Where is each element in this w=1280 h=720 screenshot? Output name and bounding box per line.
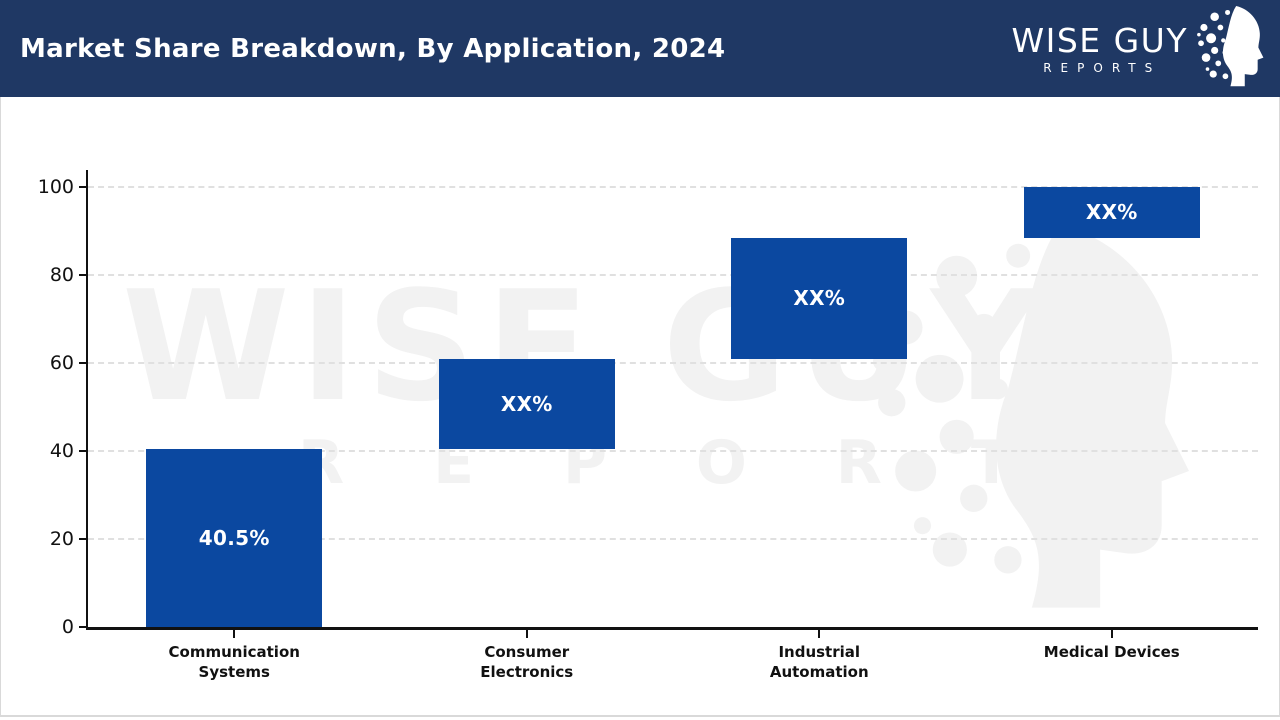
x-category-label: Industrial Automation	[769, 643, 869, 682]
x-axis-line	[86, 627, 1258, 630]
y-axis-line	[86, 170, 88, 630]
brand-name: WISE GUY	[1011, 20, 1188, 60]
y-tick-label: 20	[49, 528, 74, 550]
header: Market Share Breakdown, By Application, …	[0, 0, 1280, 97]
bar-segment: XX%	[731, 237, 908, 359]
y-tick-mark	[79, 538, 88, 540]
y-tick-mark	[79, 362, 88, 364]
x-tick-mark	[233, 630, 236, 638]
y-tick-label: 80	[49, 264, 74, 286]
x-tick-mark	[525, 630, 528, 638]
x-tick-mark	[818, 630, 821, 638]
y-tick-mark	[79, 186, 88, 188]
gridline	[88, 450, 1258, 452]
y-tick-label: 0	[61, 616, 74, 638]
gridline	[88, 538, 1258, 540]
bar-segment: XX%	[1023, 187, 1200, 238]
y-tick-mark	[79, 626, 88, 628]
dotted-head-icon	[1197, 5, 1264, 86]
x-category-label: Consumer Electronics	[480, 643, 574, 682]
x-category-label: Medical Devices	[1043, 643, 1180, 661]
bar-segment: XX%	[438, 358, 615, 449]
page-title: Market Share Breakdown, By Application, …	[20, 33, 726, 64]
gridline	[88, 274, 1258, 276]
x-tick-mark	[1110, 630, 1113, 638]
y-tick-mark	[79, 274, 88, 276]
y-tick-label: 100	[37, 176, 74, 198]
bar-value-label: XX%	[1085, 200, 1138, 225]
bar-value-label: XX%	[793, 286, 846, 311]
y-tick-label: 40	[49, 440, 74, 462]
brand-logo: WISE GUY REPORTS	[1011, 5, 1266, 92]
brand-logo-text: WISE GUY REPORTS	[1011, 24, 1188, 74]
bar-segment: 40.5%	[146, 448, 323, 627]
gridline	[88, 362, 1258, 364]
y-tick-mark	[79, 450, 88, 452]
brand-subtitle: REPORTS	[1043, 60, 1162, 75]
gridline	[88, 186, 1258, 188]
y-tick-label: 60	[49, 352, 74, 374]
bar-value-label: XX%	[500, 391, 553, 416]
x-category-label: Communication Systems	[168, 643, 300, 682]
bar-value-label: 40.5%	[198, 525, 270, 550]
